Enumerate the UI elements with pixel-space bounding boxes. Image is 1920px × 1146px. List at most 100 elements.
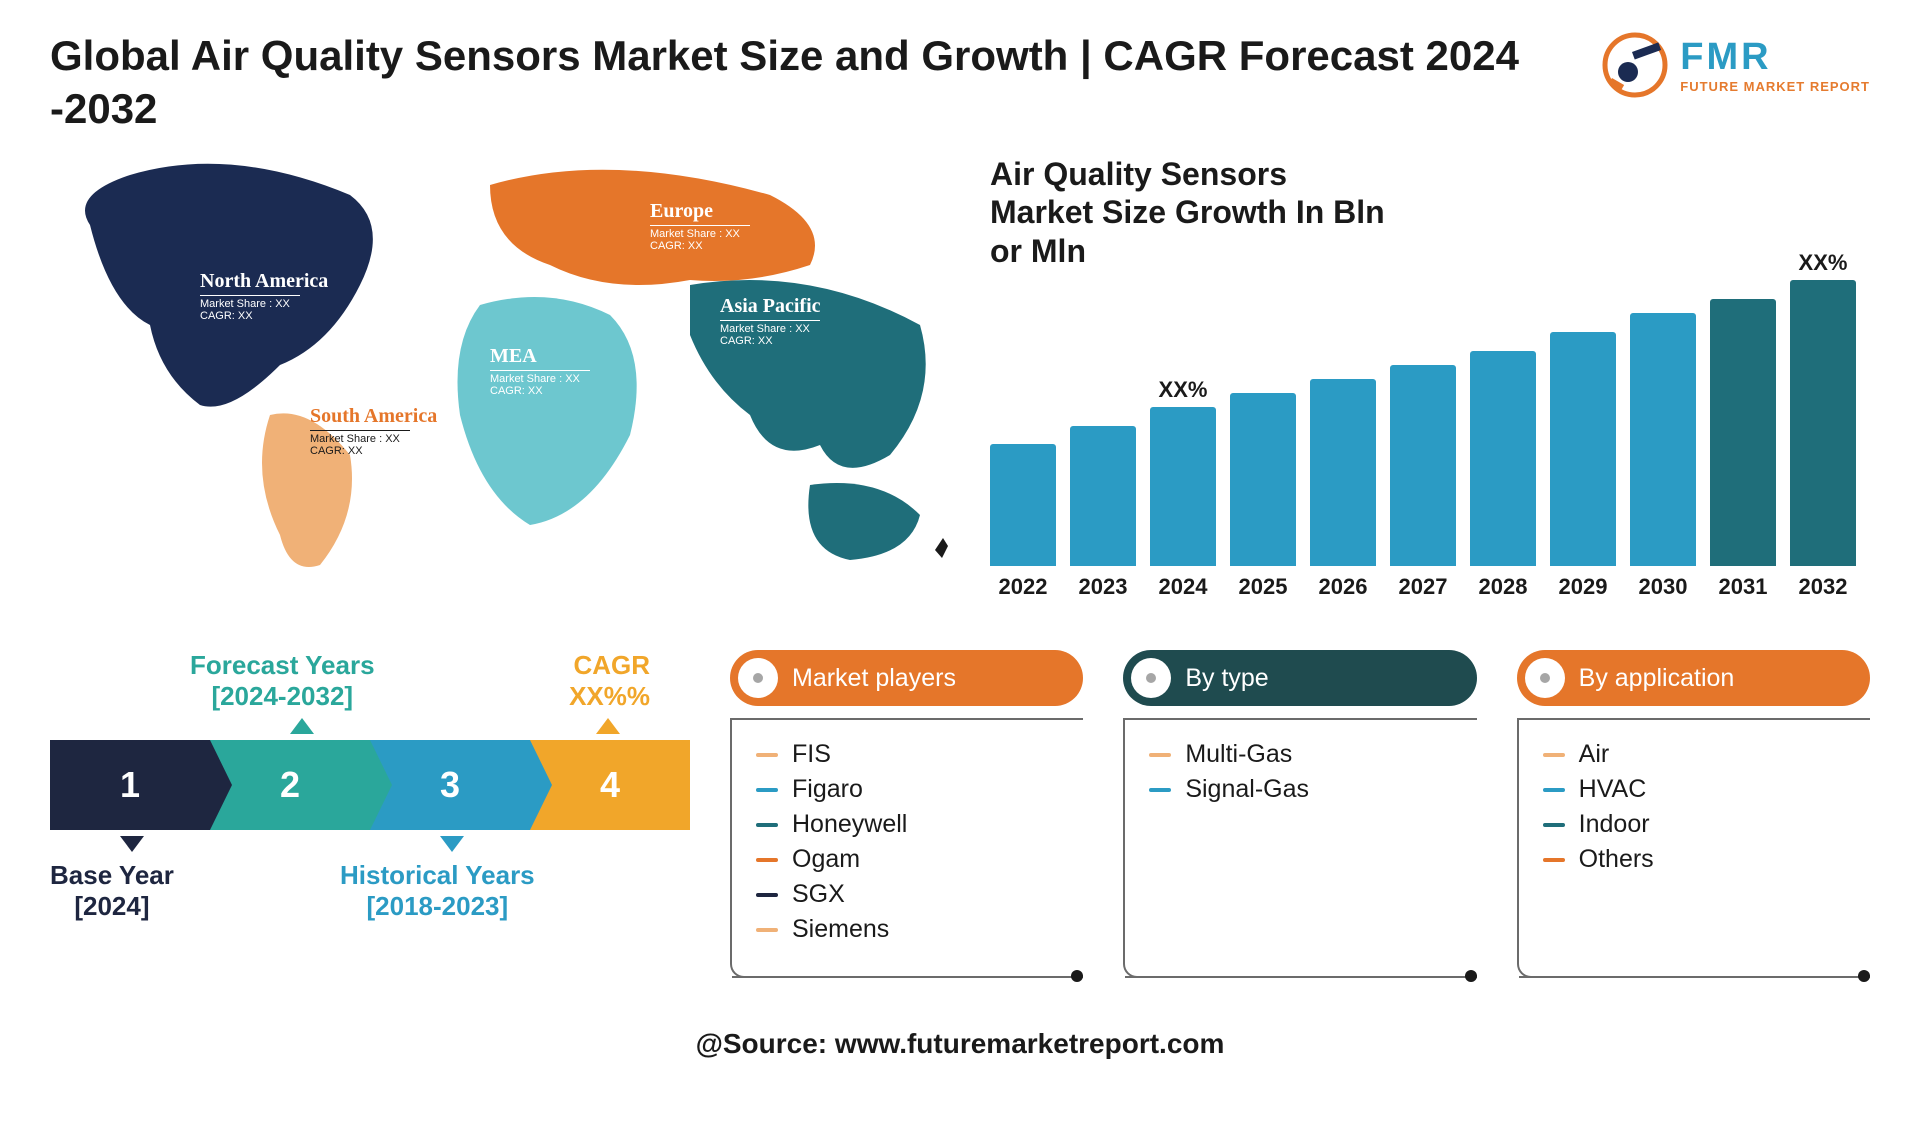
header: Global Air Quality Sensors Market Size a…	[50, 30, 1870, 135]
label-south-america: South America Market Share : XX CAGR: XX	[310, 405, 437, 457]
list-application: Air HVAC Indoor Others	[1517, 718, 1870, 978]
label-europe: Europe Market Share : XX CAGR: XX	[650, 200, 750, 252]
list-item-label: Indoor	[1579, 810, 1650, 839]
source-text: @Source: www.futuremarketreport.com	[50, 1028, 1870, 1060]
tick-icon	[756, 893, 778, 897]
bar-year-label: 2025	[1239, 574, 1288, 600]
pill-dot-icon	[1131, 658, 1171, 698]
bar	[1230, 393, 1296, 566]
list-item-label: Multi-Gas	[1185, 740, 1292, 769]
timeline-segment: 1	[50, 740, 210, 830]
label-forecast: Forecast Years [2024-2032]	[190, 650, 375, 712]
pill-dot-icon	[1525, 658, 1565, 698]
arrow-base-icon	[120, 836, 144, 852]
bottom-row: Forecast Years [2024-2032] CAGR XX%% 123…	[50, 650, 1870, 978]
bar	[1550, 332, 1616, 566]
list-item: Ogam	[756, 845, 1083, 874]
timeline-segment: 2	[210, 740, 370, 830]
chart-title: Air Quality Sensors Market Size Growth I…	[990, 155, 1390, 270]
info-columns: Market players FIS Figaro Honeywell Ogam SGX…	[730, 650, 1870, 978]
logo-text-sub: FUTURE MARKET REPORT	[1680, 79, 1870, 94]
list-item: HVAC	[1543, 775, 1870, 804]
bar-col: XX%2032	[1790, 280, 1856, 600]
pill-players: Market players	[730, 650, 1083, 706]
fmr-logo: FMR FUTURE MARKET REPORT	[1600, 30, 1870, 100]
spyglass-icon	[1600, 30, 1670, 100]
list-item-label: SGX	[792, 880, 845, 909]
bar-col: 2030	[1630, 313, 1696, 600]
bar-year-label: 2026	[1319, 574, 1368, 600]
label-hist: Historical Years [2018-2023]	[340, 860, 535, 922]
arrow-hist-icon	[440, 836, 464, 852]
col-players: Market players FIS Figaro Honeywell Ogam SGX…	[730, 650, 1083, 978]
tick-icon	[1543, 788, 1565, 792]
list-item-label: Others	[1579, 845, 1654, 874]
label-asia-pacific: Asia Pacific Market Share : XX CAGR: XX	[720, 295, 821, 347]
tick-icon	[756, 788, 778, 792]
pill-type: By type	[1123, 650, 1476, 706]
list-item-label: Ogam	[792, 845, 860, 874]
list-type: Multi-Gas Signal-Gas	[1123, 718, 1476, 978]
page-title: Global Air Quality Sensors Market Size a…	[50, 30, 1550, 135]
world-map: North America Market Share : XX CAGR: XX…	[50, 155, 950, 575]
bar-col: 2029	[1550, 332, 1616, 600]
list-item: Signal-Gas	[1149, 775, 1476, 804]
list-item: Others	[1543, 845, 1870, 874]
tick-icon	[1149, 753, 1171, 757]
list-item-label: Figaro	[792, 775, 863, 804]
list-players: FIS Figaro Honeywell Ogam SGX Siemens	[730, 718, 1083, 978]
pill-dot-icon	[738, 658, 778, 698]
tick-icon	[1543, 858, 1565, 862]
bar	[1390, 365, 1456, 567]
list-item: Figaro	[756, 775, 1083, 804]
bar-chart: Air Quality Sensors Market Size Growth I…	[990, 155, 1870, 600]
tick-icon	[1543, 753, 1565, 757]
tick-icon	[756, 823, 778, 827]
bar-year-label: 2023	[1079, 574, 1128, 600]
bar	[1790, 280, 1856, 566]
label-north-america: North America Market Share : XX CAGR: XX	[200, 270, 328, 322]
arrow-cagr-icon	[596, 718, 620, 734]
list-item-label: Air	[1579, 740, 1610, 769]
col-type: By type Multi-Gas Signal-Gas	[1123, 650, 1476, 978]
label-cagr: CAGR XX%%	[569, 650, 650, 712]
timeline-bar: 1234	[50, 740, 690, 830]
bar	[1310, 379, 1376, 567]
list-item: Air	[1543, 740, 1870, 769]
tick-icon	[1543, 823, 1565, 827]
timeline: Forecast Years [2024-2032] CAGR XX%% 123…	[50, 650, 690, 830]
label-mea: MEA Market Share : XX CAGR: XX	[490, 345, 590, 397]
bar-annotation: XX%	[1159, 377, 1208, 433]
list-item: Multi-Gas	[1149, 740, 1476, 769]
bar-col: XX%2024	[1150, 407, 1216, 600]
bar	[1070, 426, 1136, 567]
bar-col: 2031	[1710, 299, 1776, 600]
bar-col: 2025	[1230, 393, 1296, 600]
main-row: North America Market Share : XX CAGR: XX…	[50, 155, 1870, 600]
bar-annotation: XX%	[1799, 250, 1848, 306]
list-item-label: Honeywell	[792, 810, 907, 839]
list-item: Siemens	[756, 915, 1083, 944]
arrow-forecast-icon	[290, 718, 314, 734]
list-item-label: Signal-Gas	[1185, 775, 1309, 804]
pill-application: By application	[1517, 650, 1870, 706]
bar-col: 2028	[1470, 351, 1536, 601]
tick-icon	[756, 928, 778, 932]
list-item: Honeywell	[756, 810, 1083, 839]
list-item: FIS	[756, 740, 1083, 769]
bar	[1630, 313, 1696, 566]
col-application: By application Air HVAC Indoor Others	[1517, 650, 1870, 978]
bar-col: 2027	[1390, 365, 1456, 601]
list-item: SGX	[756, 880, 1083, 909]
bars-container: 20222023XX%20242025202620272028202920302…	[990, 280, 1870, 600]
tick-icon	[1149, 788, 1171, 792]
list-item-label: FIS	[792, 740, 831, 769]
map-australia	[808, 483, 920, 560]
tick-icon	[756, 753, 778, 757]
bar	[1470, 351, 1536, 567]
bar-year-label: 2032	[1799, 574, 1848, 600]
bar-year-label: 2024	[1159, 574, 1208, 600]
bar-col: 2026	[1310, 379, 1376, 601]
list-item-label: HVAC	[1579, 775, 1647, 804]
logo-text-fmr: FMR	[1680, 36, 1870, 79]
